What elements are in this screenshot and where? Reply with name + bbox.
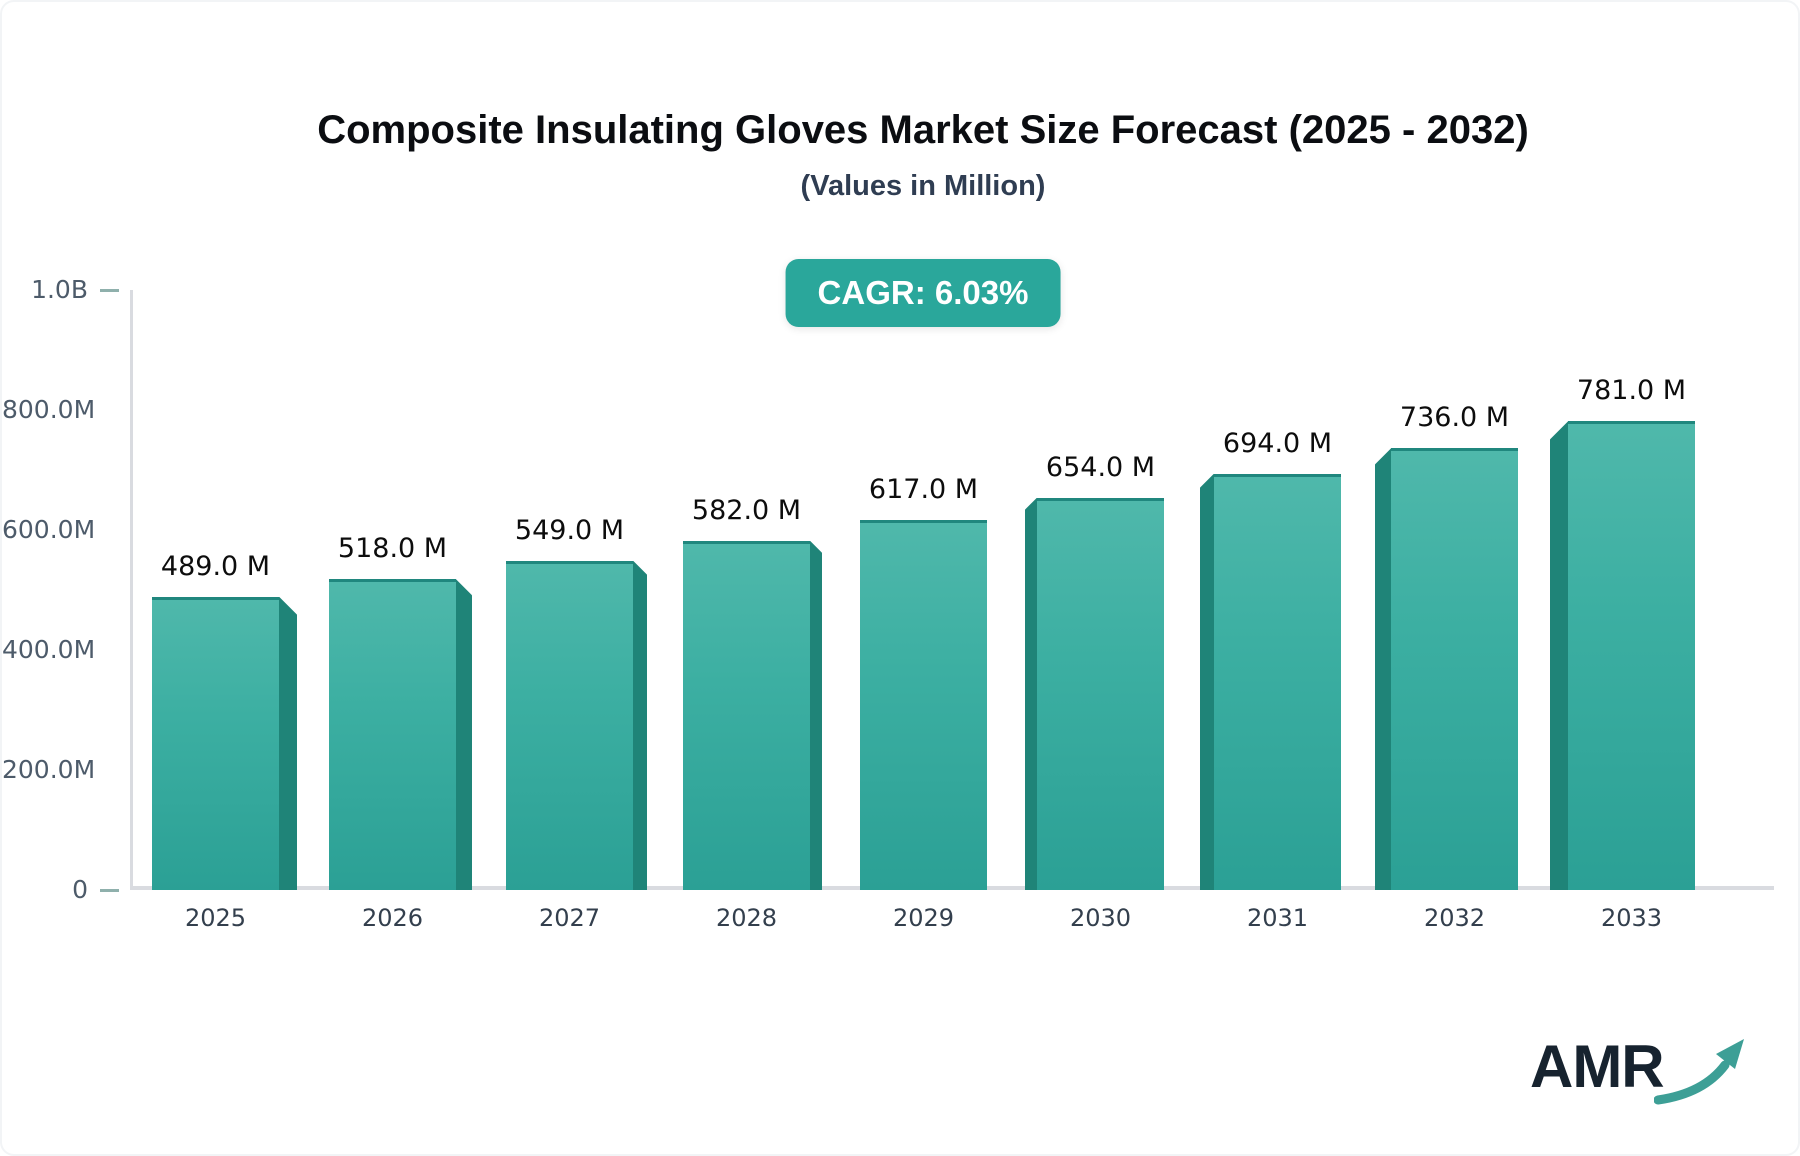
bar-value-label: 654.0 M [1045, 451, 1156, 483]
x-tick-label-2032: 2032 [1423, 904, 1486, 932]
bar-value-label: 518.0 M [337, 533, 448, 565]
bar-value-label: 736.0 M [1399, 402, 1510, 434]
x-tick-label-2030: 2030 [1069, 904, 1132, 932]
y-axis-tick [100, 288, 119, 292]
bar-value-label: 549.0 M [514, 514, 625, 546]
y-tick-label: 1.0B [31, 275, 88, 304]
bar-value-label: 694.0 M [1222, 427, 1333, 459]
chart-title: Composite Insulating Gloves Market Size … [317, 108, 1529, 152]
bar-side-face [1375, 448, 1391, 890]
bar-value-label: 489.0 M [160, 550, 271, 582]
bar-side-face [279, 596, 297, 890]
bar-2030[interactable] [1037, 497, 1164, 890]
bar-2027[interactable] [506, 560, 633, 890]
bar-2032[interactable] [1391, 448, 1518, 890]
x-tick-label-2026: 2026 [361, 904, 424, 932]
y-tick-label: 600.0M [2, 515, 96, 544]
cagr-badge: CAGR: 6.03% [785, 259, 1061, 327]
trend-up-arrow-icon [1653, 1039, 1744, 1105]
bar-2025[interactable] [152, 596, 279, 890]
y-tick-label: 200.0M [2, 755, 96, 784]
bar-2028[interactable] [683, 540, 810, 890]
y-axis-line [130, 290, 133, 890]
bar-value-label: 582.0 M [691, 494, 802, 526]
x-tick-label-2033: 2033 [1600, 904, 1663, 932]
amr-logo-text: AMR [1530, 1033, 1665, 1100]
x-tick-label-2031: 2031 [1246, 904, 1309, 932]
bar-value-label: 781.0 M [1576, 375, 1687, 407]
x-tick-label-2027: 2027 [538, 904, 601, 932]
x-tick-label-2025: 2025 [184, 904, 247, 932]
chart-subtitle: (Values in Million) [800, 170, 1046, 202]
x-tick-label-2029: 2029 [892, 904, 955, 932]
bar-value-label: 617.0 M [868, 473, 979, 505]
bar-2031[interactable] [1214, 473, 1341, 890]
y-tick-label: 400.0M [2, 635, 96, 664]
bar-side-face [633, 560, 647, 890]
bar-side-face [1550, 421, 1568, 890]
bar-2029[interactable] [860, 519, 987, 890]
y-tick-label: 800.0M [2, 395, 96, 424]
y-axis-tick [100, 888, 119, 892]
x-tick-label-2028: 2028 [715, 904, 778, 932]
bar-side-face [1200, 473, 1214, 890]
y-tick-label: 0 [72, 875, 88, 904]
amr-logo: AMR [1530, 1034, 1746, 1106]
bar-2033[interactable] [1568, 421, 1695, 890]
bar-side-face [1025, 497, 1037, 890]
bar-side-face [456, 579, 472, 890]
bar-side-face [810, 540, 822, 890]
bar-2026[interactable] [329, 579, 456, 890]
